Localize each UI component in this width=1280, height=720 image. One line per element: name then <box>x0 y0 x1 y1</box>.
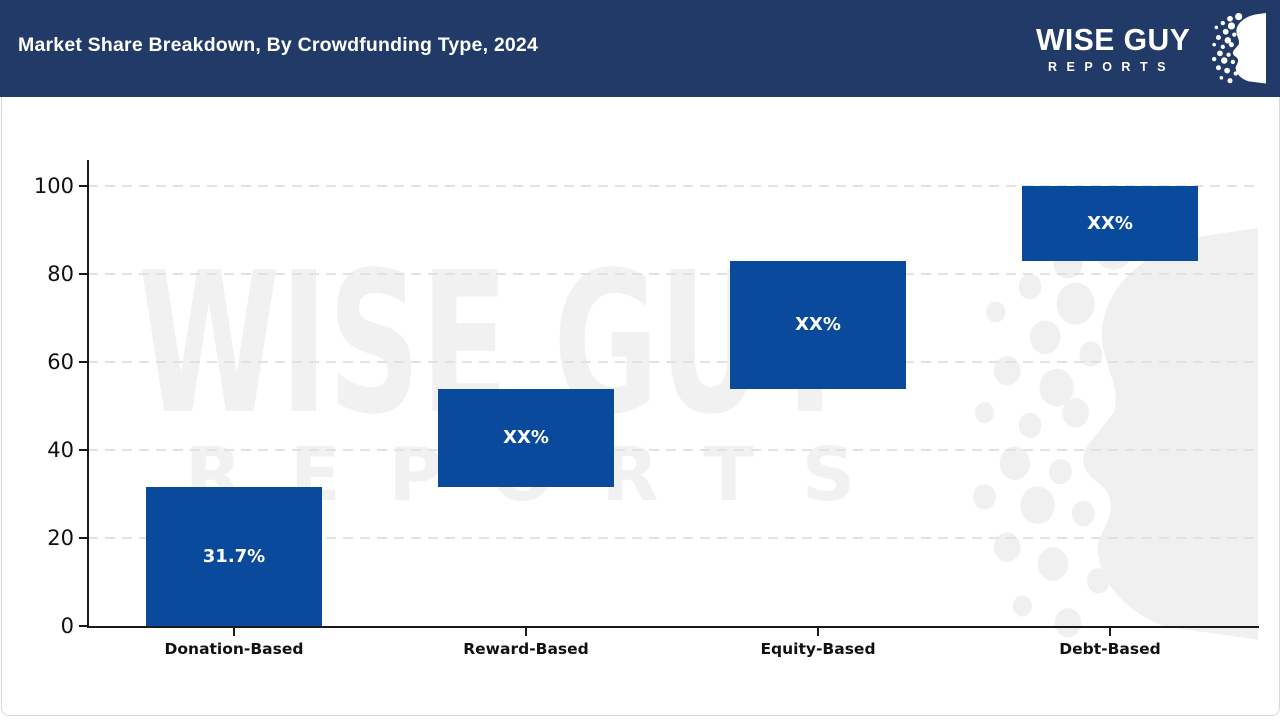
bar-equity-based: XX% <box>730 260 906 389</box>
y-tick-label: 80 <box>47 262 74 286</box>
gridline <box>88 361 1256 363</box>
x-tick-mark <box>1109 628 1111 636</box>
gridline <box>88 449 1256 451</box>
y-tick-label: 60 <box>47 350 74 374</box>
y-tick-mark <box>79 625 87 627</box>
x-tick-mark <box>817 628 819 636</box>
logo-subtitle: REPORTS <box>1048 60 1175 74</box>
bar-value-label: XX% <box>795 314 841 336</box>
bar-debt-based: XX% <box>1022 186 1198 261</box>
watermark-head-dots-icon <box>878 228 1258 648</box>
bar-value-label: XX% <box>503 427 549 449</box>
gridline <box>88 537 1256 539</box>
header-bar: Market Share Breakdown, By Crowdfunding … <box>0 0 1280 97</box>
x-tick-mark <box>525 628 527 636</box>
y-tick-mark <box>79 449 87 451</box>
x-tick-mark <box>233 628 235 636</box>
bar-value-label: XX% <box>1087 212 1133 234</box>
bar-reward-based: XX% <box>438 388 614 487</box>
x-category-label: Equity-Based <box>760 640 876 658</box>
y-tick-label: 0 <box>60 614 74 638</box>
y-tick-mark <box>79 185 87 187</box>
x-axis-line <box>87 626 1259 628</box>
bar-value-label: 31.7% <box>202 545 266 567</box>
y-axis-line <box>87 160 89 628</box>
y-tick-mark <box>79 361 87 363</box>
logo: WISE GUY REPORTS <box>1036 6 1266 92</box>
y-tick-label: 40 <box>47 438 74 462</box>
logo-head-dots-icon <box>1194 8 1266 90</box>
gridline <box>88 273 1256 275</box>
y-tick-mark <box>79 273 87 275</box>
y-tick-label: 20 <box>47 526 74 550</box>
bar-donation-based: 31.7% <box>146 486 322 626</box>
y-tick-label: 100 <box>33 174 74 198</box>
y-tick-mark <box>79 537 87 539</box>
x-category-label: Debt-Based <box>1059 640 1161 658</box>
chart-title: Market Share Breakdown, By Crowdfunding … <box>18 34 539 56</box>
gridline <box>88 185 1256 187</box>
logo-wordmark: WISE GUY <box>1036 22 1191 57</box>
x-category-label: Donation-Based <box>164 640 304 658</box>
x-category-label: Reward-Based <box>463 640 589 658</box>
